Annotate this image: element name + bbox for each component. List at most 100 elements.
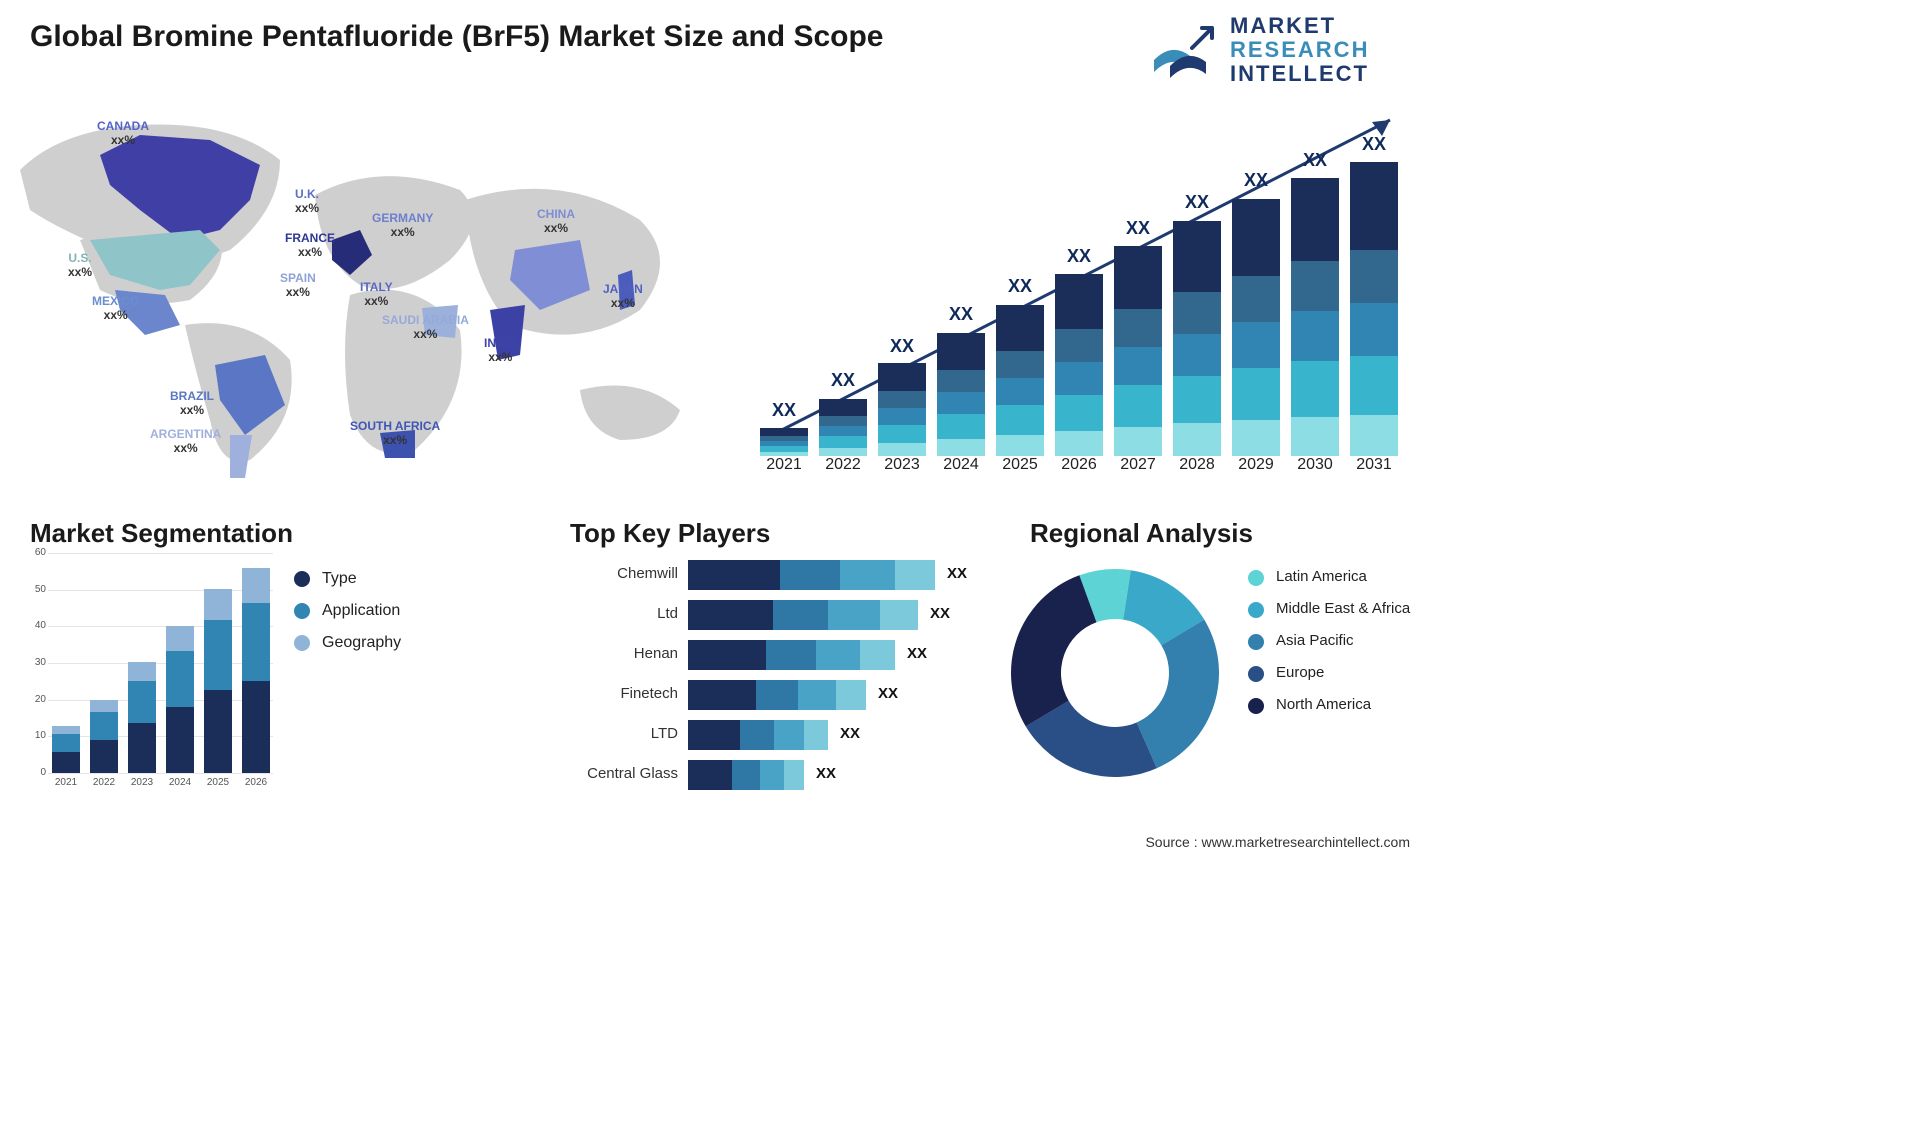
seg-bar-segment [242,681,270,773]
seg-y-tick: 50 [35,584,46,595]
main-bar-seg [937,392,985,414]
main-bar-year: 2029 [1232,456,1280,474]
seg-y-tick: 60 [35,547,46,558]
main-bar-seg [1350,162,1398,250]
seg-bar-segment [128,662,156,681]
tkp-bar [688,560,935,590]
main-bar-seg [1291,261,1339,311]
map-label-china: CHINAxx% [537,208,575,236]
main-bar-seg [760,436,808,441]
tkp-value: XX [930,605,950,622]
seg-bar-2023 [128,663,156,773]
seg-bar-segment [90,740,118,773]
seg-bar-segment [166,707,194,773]
main-bar-seg [937,333,985,370]
main-bar-seg [1173,221,1221,292]
main-bar-value: XX [996,276,1044,297]
map-label-argentina: ARGENTINAxx% [150,428,221,456]
main-bar-seg [1055,395,1103,431]
main-bar-value: XX [819,370,867,391]
tkp-bar-segment [740,720,774,750]
main-bar-seg [819,426,867,436]
tkp-value: XX [816,765,836,782]
donut-slice [1011,575,1096,726]
map-label-spain: SPAINxx% [280,272,316,300]
tkp-bar-segment [688,560,780,590]
tkp-bar-segment [780,560,840,590]
seg-y-tick: 10 [35,730,46,741]
tkp-bar-segment [688,720,740,750]
seg-bar-2025 [204,590,232,773]
legend-dot-icon [1248,634,1264,650]
main-bar-value: XX [937,304,985,325]
legend-dot-icon [1248,602,1264,618]
main-bar-seg [937,414,985,439]
main-bar-seg [1232,322,1280,368]
main-bar-seg [937,439,985,456]
main-bar-seg [1114,385,1162,427]
map-label-japan: JAPANxx% [603,283,643,311]
seg-legend-item: Application [294,602,474,620]
legend-dot-icon [1248,698,1264,714]
seg-y-tick: 20 [35,694,46,705]
main-bar-value: XX [878,336,926,357]
seg-bar-2022 [90,700,118,773]
top-key-players-chart: ChemwillXXLtdXXHenanXXFinetechXXLTDXXCen… [568,560,968,810]
tkp-bar-segment [784,760,804,790]
main-bar-seg [819,416,867,426]
tkp-row-label: Finetech [568,685,678,702]
main-bar-year: 2021 [760,456,808,474]
seg-x-label: 2021 [52,777,80,788]
tkp-bar-segment [840,560,895,590]
main-bar-seg [878,443,926,456]
map-label-france: FRANCExx% [285,232,335,260]
main-bar-seg [1350,415,1398,456]
logo-icon [1150,14,1220,84]
seg-x-label: 2022 [90,777,118,788]
tkp-bar-segment [836,680,866,710]
segmentation-title: Market Segmentation [30,518,293,549]
map-label-u-s-: U.S.xx% [68,252,92,280]
main-bar-seg [1114,309,1162,347]
main-bar-seg [1232,199,1280,276]
seg-bar-segment [204,589,232,620]
legend-dot-icon [1248,570,1264,586]
map-label-germany: GERMANYxx% [372,212,433,240]
main-bar-value: XX [1291,150,1339,171]
tkp-bar-segment [860,640,895,670]
seg-y-tick: 30 [35,657,46,668]
main-bar-seg [996,435,1044,456]
main-bar-seg [878,408,926,425]
main-bar-year: 2025 [996,456,1044,474]
map-label-mexico: MEXICOxx% [92,295,139,323]
tkp-value: XX [878,685,898,702]
regional-legend: Latin AmericaMiddle East & AfricaAsia Pa… [1248,568,1428,728]
main-bar-seg [996,351,1044,378]
regional-legend-label: North America [1276,696,1371,713]
main-bar-value: XX [1173,192,1221,213]
segmentation-legend: TypeApplicationGeography [294,570,474,666]
seg-bar-segment [52,726,80,734]
main-bar-2030: XX [1291,178,1339,456]
main-bar-seg [760,428,808,436]
tkp-bar-segment [895,560,935,590]
tkp-row-label: LTD [568,725,678,742]
main-bar-year: 2030 [1291,456,1339,474]
main-bar-value: XX [1350,134,1398,155]
regional-legend-label: Latin America [1276,568,1367,585]
seg-x-label: 2025 [204,777,232,788]
main-bar-seg [1291,178,1339,261]
tkp-bar-segment [766,640,816,670]
segmentation-chart: 0102030405060 202120222023202420252026 [30,553,275,803]
seg-bar-2024 [166,626,194,773]
main-bar-year: 2024 [937,456,985,474]
regional-legend-label: Europe [1276,664,1324,681]
main-bar-year: 2026 [1055,456,1103,474]
world-map: CANADAxx%U.S.xx%MEXICOxx%BRAZILxx%ARGENT… [20,100,720,480]
main-bar-seg [1350,250,1398,303]
tkp-value: XX [907,645,927,662]
main-bar-year: 2022 [819,456,867,474]
main-bar-seg [819,448,867,456]
seg-bar-segment [90,712,118,740]
main-bar-2029: XX [1232,198,1280,456]
